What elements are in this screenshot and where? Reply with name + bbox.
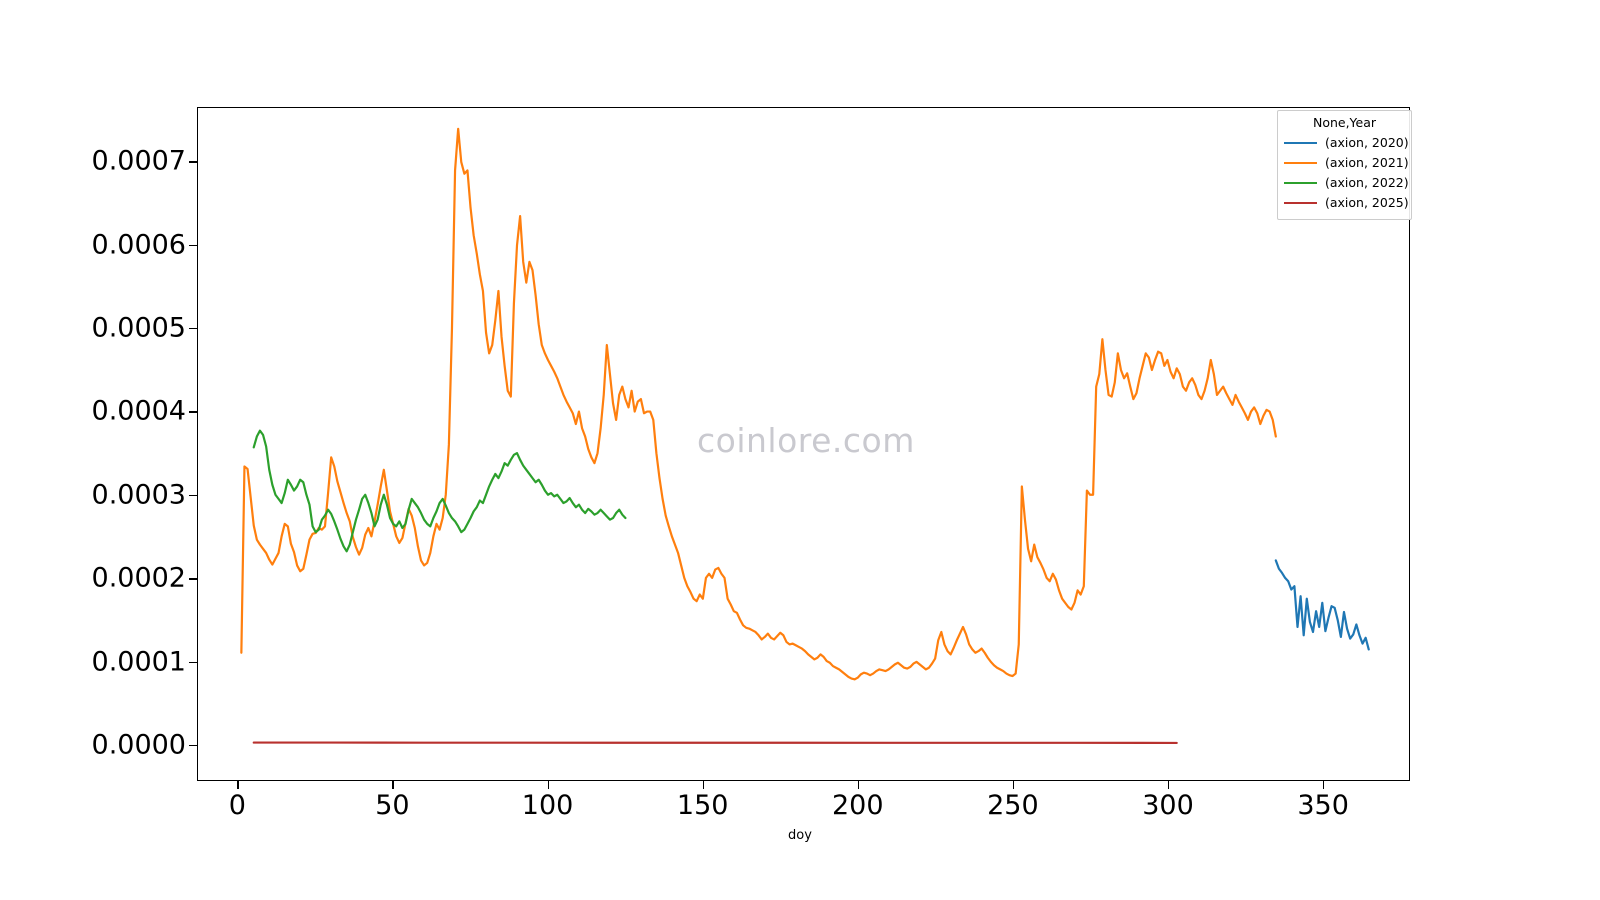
x-tick-label: 50 bbox=[375, 790, 410, 821]
x-tick-label: 150 bbox=[676, 790, 729, 821]
x-tick-label: 350 bbox=[1297, 790, 1349, 821]
plot-area bbox=[197, 107, 1410, 781]
y-tick-label: 0.0003 bbox=[91, 479, 186, 511]
legend-color-swatch bbox=[1284, 161, 1317, 164]
x-tick-label: 300 bbox=[1142, 790, 1194, 821]
y-tick-label: 0.0002 bbox=[91, 562, 186, 594]
x-tick-label: 200 bbox=[832, 790, 884, 821]
x-tick-label: 250 bbox=[987, 790, 1039, 821]
x-tick-mark bbox=[237, 781, 239, 789]
y-tick-mark bbox=[189, 411, 197, 413]
y-axis-tick-labels: 0.0000 0.0001 0.0002 0.0003 0.0004 0.0005 0.00… bbox=[0, 0, 186, 900]
legend-color-swatch bbox=[1284, 201, 1317, 204]
legend-item[interactable]: (axion, 2021) bbox=[1284, 153, 1409, 173]
watermark-text: coinlore.com bbox=[697, 421, 915, 460]
legend-label: (axion, 2020) bbox=[1325, 134, 1409, 150]
legend-color-swatch bbox=[1284, 141, 1317, 144]
series-lines-svg bbox=[240, 127, 1370, 745]
x-tick-mark bbox=[392, 781, 394, 789]
legend-item[interactable]: (axion, 2022) bbox=[1284, 173, 1409, 193]
legend-label: (axion, 2021) bbox=[1325, 154, 1409, 170]
y-tick-mark bbox=[189, 244, 197, 246]
x-tick-mark bbox=[1323, 781, 1325, 789]
x-axis-label: doy bbox=[788, 828, 812, 843]
y-tick-label: 0.0005 bbox=[91, 312, 186, 344]
legend-title: None,Year bbox=[1312, 115, 1377, 130]
y-tick-mark bbox=[189, 661, 197, 663]
series-line bbox=[1274, 559, 1370, 651]
y-tick-mark bbox=[189, 578, 197, 580]
legend-label: (axion, 2022) bbox=[1325, 174, 1409, 190]
y-tick-label: 0.0007 bbox=[91, 145, 186, 177]
y-tick-label: 0.0004 bbox=[91, 395, 186, 427]
x-tick-label: 100 bbox=[521, 790, 574, 821]
legend-entries: (axion, 2020) (axion, 2021) (axion, 2022) (… bbox=[1284, 133, 1409, 213]
legend-item[interactable]: (axion, 2025) bbox=[1284, 193, 1409, 213]
legend-label: (axion, 2025) bbox=[1325, 194, 1409, 210]
x-tick-label: 0 bbox=[228, 790, 246, 821]
legend-item[interactable]: (axion, 2020) bbox=[1284, 133, 1409, 153]
x-tick-mark bbox=[702, 781, 704, 789]
legend[interactable]: None,Year (axion, 2020) (axion, 2021) (axi… bbox=[1277, 110, 1412, 220]
x-tick-mark bbox=[1012, 781, 1015, 789]
y-tick-label: 0.0006 bbox=[91, 229, 186, 261]
legend-color-swatch bbox=[1284, 181, 1317, 184]
y-tick-mark bbox=[189, 745, 197, 747]
y-tick-label: 0.0000 bbox=[91, 729, 186, 761]
x-tick-mark bbox=[1168, 781, 1170, 789]
series-line bbox=[240, 127, 1277, 681]
x-tick-mark bbox=[547, 781, 549, 789]
y-tick-mark bbox=[189, 328, 197, 330]
x-tick-mark bbox=[857, 781, 860, 789]
y-tick-label: 0.0001 bbox=[91, 646, 186, 678]
y-tick-mark bbox=[189, 494, 197, 497]
series-line bbox=[252, 429, 627, 553]
y-tick-mark bbox=[189, 161, 197, 163]
